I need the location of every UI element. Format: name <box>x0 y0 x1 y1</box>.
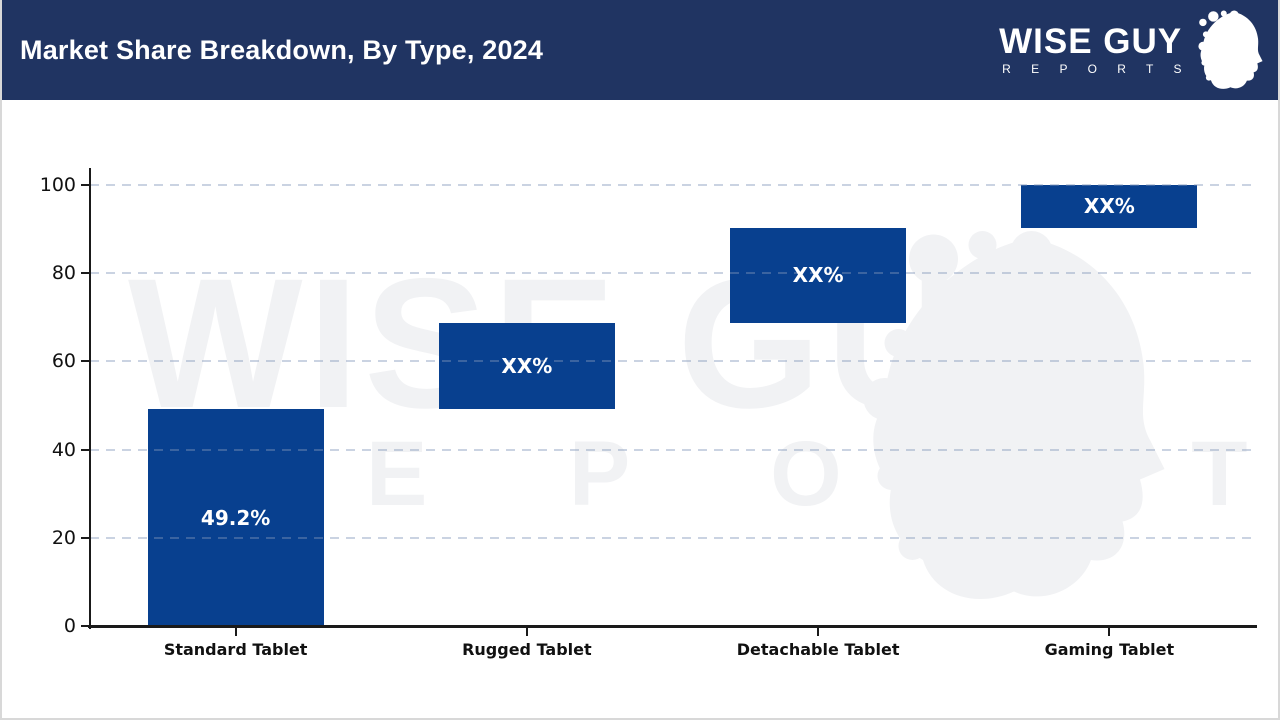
bar-segment <box>730 227 907 324</box>
bar-value-label: XX% <box>1083 194 1135 219</box>
gridline <box>90 448 1255 451</box>
bar-segment <box>147 409 324 626</box>
bar-value-label: XX% <box>792 263 844 288</box>
bar-value-label: XX% <box>501 354 553 379</box>
wise-guy-reports-logo: WISE GUY R E P O R T S <box>999 9 1280 91</box>
bar-segment <box>438 323 615 410</box>
logo-wordmark: WISE GUY <box>999 22 1183 61</box>
bar-value-label: 49.2% <box>200 505 271 530</box>
gridline <box>90 360 1255 363</box>
y-tick-mark <box>81 184 89 186</box>
x-tick-mark <box>525 628 528 636</box>
watermark-face-icon <box>863 231 1165 600</box>
y-tick-label: 80 <box>51 262 76 285</box>
category-label: Detachable Tablet <box>736 640 900 659</box>
y-tick-label: 20 <box>51 526 76 549</box>
x-tick-mark <box>234 628 237 636</box>
bar-segment <box>1021 185 1198 228</box>
y-axis-line <box>89 168 91 629</box>
x-tick-mark <box>1108 628 1111 636</box>
y-tick-mark <box>81 272 89 275</box>
category-label: Rugged Tablet <box>462 640 592 659</box>
x-axis-line <box>88 625 1257 628</box>
gridline <box>90 536 1255 539</box>
y-tick-mark <box>81 360 89 363</box>
logo-face-icon <box>1198 10 1263 89</box>
y-tick-label: 0 <box>63 615 76 637</box>
gridline <box>90 272 1255 275</box>
y-tick-label: 100 <box>39 174 76 196</box>
y-tick-mark <box>81 625 89 627</box>
x-tick-mark <box>817 628 820 636</box>
category-label: Gaming Tablet <box>1044 640 1175 659</box>
logo-text: WISE GUY R E P O R T S <box>999 24 1190 76</box>
page-title: Market Share Breakdown, By Type, 2024 <box>20 34 544 65</box>
y-tick-mark <box>81 536 89 539</box>
category-label: Standard Tablet <box>163 640 308 659</box>
y-tick-label: 40 <box>51 438 76 461</box>
y-tick-mark <box>81 448 89 451</box>
header-bar: Market Share Breakdown, By Type, 2024 WI… <box>0 0 1280 100</box>
gridline <box>90 184 1255 186</box>
logo-subtitle: R E P O R T S <box>1002 62 1190 76</box>
y-tick-label: 60 <box>51 350 76 373</box>
